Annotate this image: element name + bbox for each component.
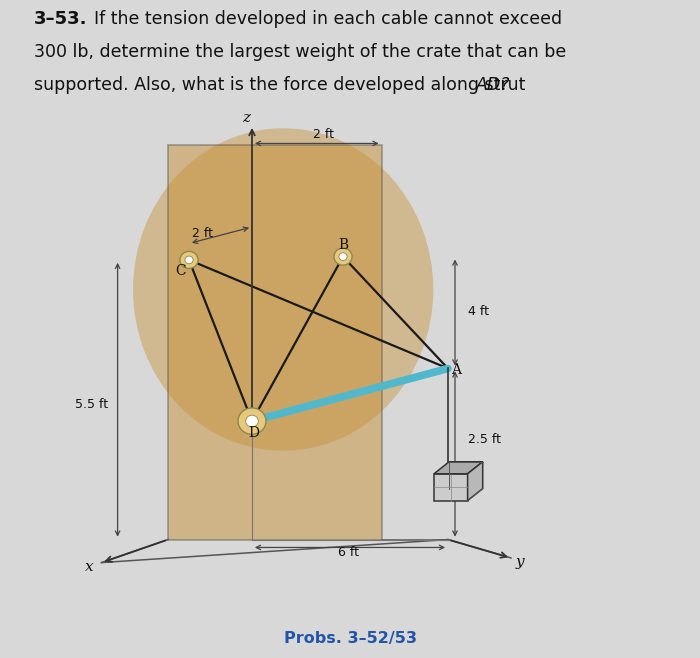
Text: 3–53.: 3–53. <box>34 10 87 28</box>
Circle shape <box>238 408 266 434</box>
Text: A: A <box>452 363 461 377</box>
Text: 2 ft: 2 ft <box>313 128 334 141</box>
Text: 6 ft: 6 ft <box>338 546 359 559</box>
Text: 2.5 ft: 2.5 ft <box>468 433 500 446</box>
Polygon shape <box>434 462 483 474</box>
Text: If the tension developed in each cable cannot exceed: If the tension developed in each cable c… <box>94 10 563 28</box>
Text: C: C <box>175 264 186 278</box>
Text: D: D <box>248 426 259 440</box>
Circle shape <box>339 253 347 261</box>
Text: 2 ft: 2 ft <box>193 227 214 240</box>
Bar <box>168 145 382 540</box>
Text: 5.5 ft: 5.5 ft <box>76 398 108 411</box>
Text: AD?: AD? <box>476 76 510 93</box>
Text: 300 lb, determine the largest weight of the crate that can be: 300 lb, determine the largest weight of … <box>34 43 566 61</box>
Circle shape <box>180 251 198 268</box>
Text: z: z <box>242 111 251 126</box>
Circle shape <box>185 256 193 264</box>
Ellipse shape <box>133 128 433 451</box>
Text: x: x <box>85 560 94 574</box>
Polygon shape <box>434 474 468 501</box>
Polygon shape <box>468 462 483 501</box>
Text: supported. Also, what is the force developed along strut: supported. Also, what is the force devel… <box>34 76 531 93</box>
Text: y: y <box>515 555 524 569</box>
Circle shape <box>246 415 258 427</box>
Text: Probs. 3–52/53: Probs. 3–52/53 <box>284 631 416 645</box>
Circle shape <box>334 248 352 265</box>
Text: 4 ft: 4 ft <box>468 305 489 318</box>
Text: B: B <box>338 238 348 253</box>
